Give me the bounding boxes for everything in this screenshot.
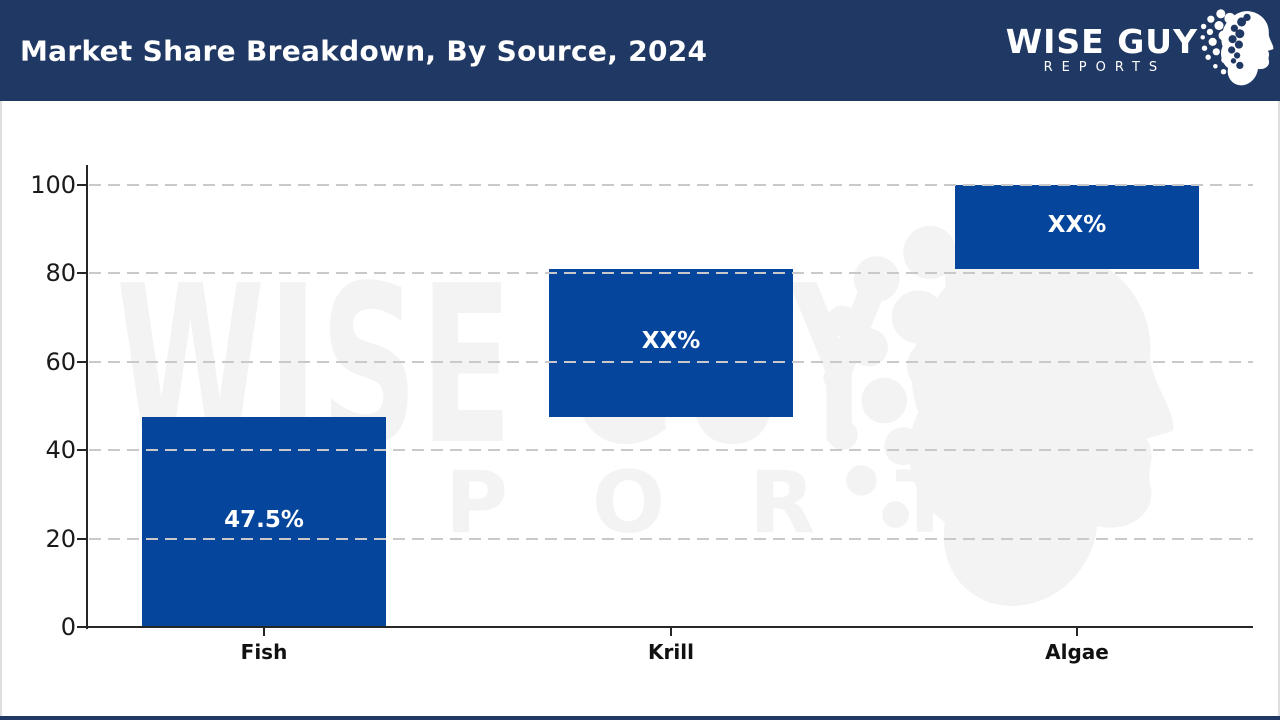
y-tick-mark <box>77 449 86 452</box>
gridline-80 <box>89 272 1253 275</box>
y-tick-label: 40 <box>45 436 76 465</box>
bottom-bar <box>0 716 1280 720</box>
y-tick-label: 0 <box>60 613 76 641</box>
gridline-100 <box>89 184 1253 186</box>
y-tick-mark <box>77 537 86 540</box>
header: Market Share Breakdown, By Source, 2024 … <box>0 0 1280 101</box>
bar-value-label: XX% <box>1047 211 1107 238</box>
x-tick-mark <box>670 628 672 636</box>
bar-fish: 47.5% <box>142 417 386 627</box>
brand-name: WISE GUY <box>1005 21 1198 61</box>
y-tick-label: 60 <box>45 347 76 376</box>
gridline-40 <box>89 449 1253 452</box>
bar-krill: XX% <box>549 268 793 418</box>
brand-logo: WISE GUY REPORTS <box>1006 2 1276 98</box>
y-tick-mark <box>77 272 86 275</box>
y-axis-line <box>86 165 88 629</box>
brand-text: WISE GUY REPORTS <box>1005 21 1198 76</box>
y-tick-mark <box>77 360 86 363</box>
y-tick-label: 80 <box>45 259 76 288</box>
chart-title: Market Share Breakdown, By Source, 2024 <box>20 34 708 67</box>
y-tick-label: 20 <box>45 524 76 553</box>
x-tick-mark <box>1076 628 1078 636</box>
x-category-label: Fish <box>240 640 288 664</box>
bar-value-label: XX% <box>641 328 701 354</box>
gridline-60 <box>89 360 1253 363</box>
brand-sub: REPORTS <box>1043 60 1167 76</box>
x-category-label: Krill <box>648 640 694 664</box>
left-border <box>0 101 2 716</box>
bar-value-label: 47.5% <box>224 507 304 534</box>
right-border <box>1278 101 1280 716</box>
x-axis-line <box>86 626 1253 628</box>
y-tick-mark <box>77 184 86 186</box>
y-tick-label: 100 <box>30 171 76 199</box>
y-tick-mark <box>77 626 86 628</box>
x-category-label: Algae <box>1045 640 1109 664</box>
wiseguy-face-icon <box>1200 9 1274 86</box>
gridline-20 <box>89 537 1253 540</box>
x-tick-mark <box>263 628 265 636</box>
bar-algae: XX% <box>955 185 1199 269</box>
